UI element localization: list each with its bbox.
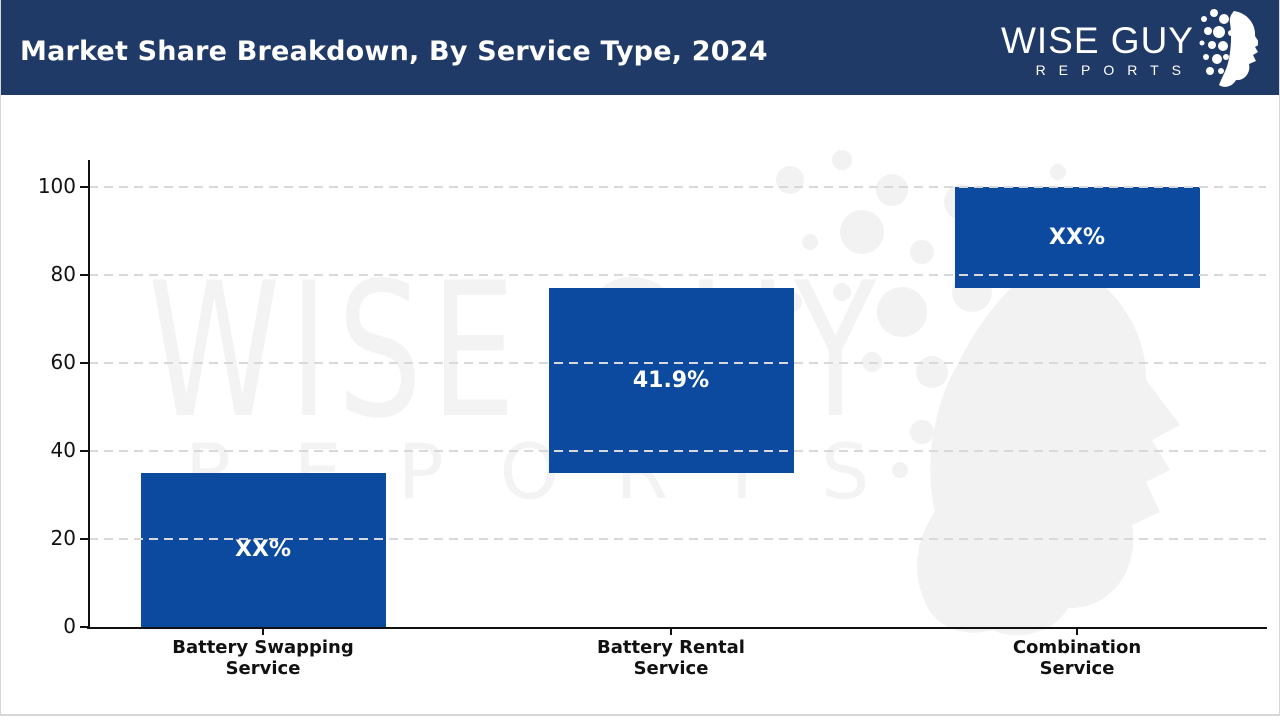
- x-category-label-3: Combination Service: [1012, 637, 1142, 679]
- y-axis: [88, 160, 90, 629]
- x-tick-mark-2: [670, 628, 672, 635]
- y-tick-mark-100: [80, 186, 89, 188]
- bar-value-label: XX%: [1049, 225, 1105, 251]
- gridline-60: [89, 362, 1266, 364]
- gridline-80: [89, 274, 1266, 276]
- x-category-label-2: Battery Rental Service: [597, 637, 745, 679]
- gridline-20: [89, 538, 1266, 540]
- logo-wordmark: WISE GUY: [1000, 20, 1194, 61]
- x-tick-mark-3: [1076, 628, 1078, 635]
- gridline-40: [89, 450, 1266, 452]
- bar-value-label: XX%: [235, 537, 291, 563]
- y-tick-label-0: 0: [63, 614, 76, 638]
- bar-2: 41.9%: [548, 288, 794, 473]
- gridline-100: [89, 186, 1266, 188]
- y-tick-label-20: 20: [50, 526, 76, 550]
- bar-1: XX%: [140, 472, 386, 627]
- y-tick-mark-80: [80, 274, 89, 276]
- x-tick-mark-1: [262, 628, 264, 635]
- y-tick-label-100: 100: [37, 174, 76, 198]
- y-tick-mark-20: [80, 538, 89, 540]
- y-tick-mark-40: [80, 450, 89, 452]
- x-axis: [87, 627, 1267, 629]
- wiseguy-logo: WISE GUY REPORTS: [1001, 0, 1266, 95]
- bar-value-label: 41.9%: [632, 367, 710, 393]
- x-category-label-1: Battery Swapping Service: [172, 637, 354, 679]
- page-title: Market Share Breakdown, By Service Type,…: [20, 36, 768, 67]
- y-tick-mark-60: [80, 362, 89, 364]
- y-tick-label-40: 40: [50, 438, 76, 462]
- wiseguy-face-icon: [1199, 9, 1258, 87]
- y-tick-label-80: 80: [50, 262, 76, 286]
- y-tick-label-60: 60: [50, 350, 76, 374]
- y-tick-mark-0: [80, 626, 89, 628]
- logo-subtitle: REPORTS: [1035, 62, 1194, 78]
- bar-3: XX%: [954, 187, 1200, 289]
- header: Market Share Breakdown, By Service Type,…: [0, 0, 1280, 95]
